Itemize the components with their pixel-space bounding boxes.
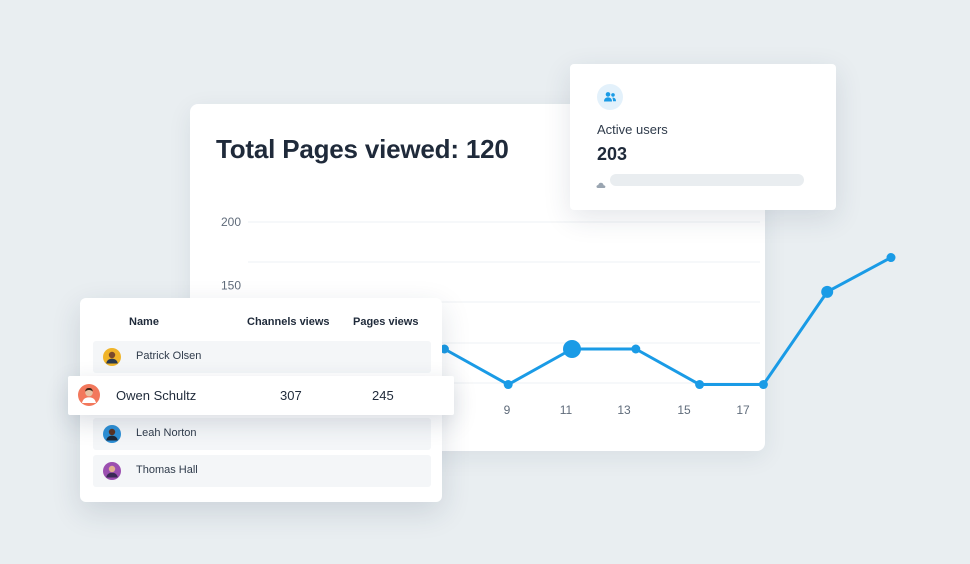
table-row[interactable]: Leah Norton (93, 418, 431, 450)
row-name: Leah Norton (136, 427, 197, 439)
column-header-name[interactable]: Name (129, 316, 159, 328)
active-users-progress-bar (610, 174, 804, 186)
table-row[interactable]: Thomas Hall (93, 455, 431, 487)
row-name: Thomas Hall (136, 464, 198, 476)
cloud-icon (596, 176, 606, 188)
data-point (886, 253, 896, 263)
active-users-card: Active users 203 (570, 64, 836, 210)
y-tick-label: 150 (221, 279, 241, 293)
active-users-label: Active users (597, 122, 668, 137)
highlighted-data-point (563, 340, 581, 358)
avatar (78, 384, 100, 406)
row-pages-views: 245 (372, 388, 394, 403)
active-users-value: 203 (597, 144, 628, 164)
x-tick-label: 17 (736, 403, 750, 417)
x-tick-label: 15 (677, 403, 691, 417)
avatar (103, 462, 121, 480)
chart-title: Total Pages viewed: 120 (216, 134, 509, 164)
data-point (631, 344, 641, 354)
data-point (439, 344, 449, 354)
y-tick-label: 200 (221, 215, 241, 229)
column-header-channels-views[interactable]: Channels views (247, 316, 330, 328)
table-row[interactable]: Patrick Olsen (93, 341, 431, 373)
users-icon (597, 84, 623, 110)
x-tick-label: 13 (617, 403, 631, 417)
data-point (695, 380, 705, 390)
data-point (758, 380, 768, 390)
data-point (821, 285, 834, 298)
row-name: Patrick Olsen (136, 350, 202, 362)
avatar (103, 348, 121, 366)
row-name: Owen Schultz (116, 388, 197, 403)
data-point (503, 380, 513, 390)
table-row-highlighted[interactable]: Owen Schultz 307 245 (68, 376, 454, 415)
x-tick-label: 11 (560, 403, 573, 417)
avatar (103, 425, 121, 443)
column-header-pages-views[interactable]: Pages views (353, 316, 419, 328)
row-channels-views: 307 (280, 388, 302, 403)
x-tick-label: 9 (504, 403, 511, 417)
